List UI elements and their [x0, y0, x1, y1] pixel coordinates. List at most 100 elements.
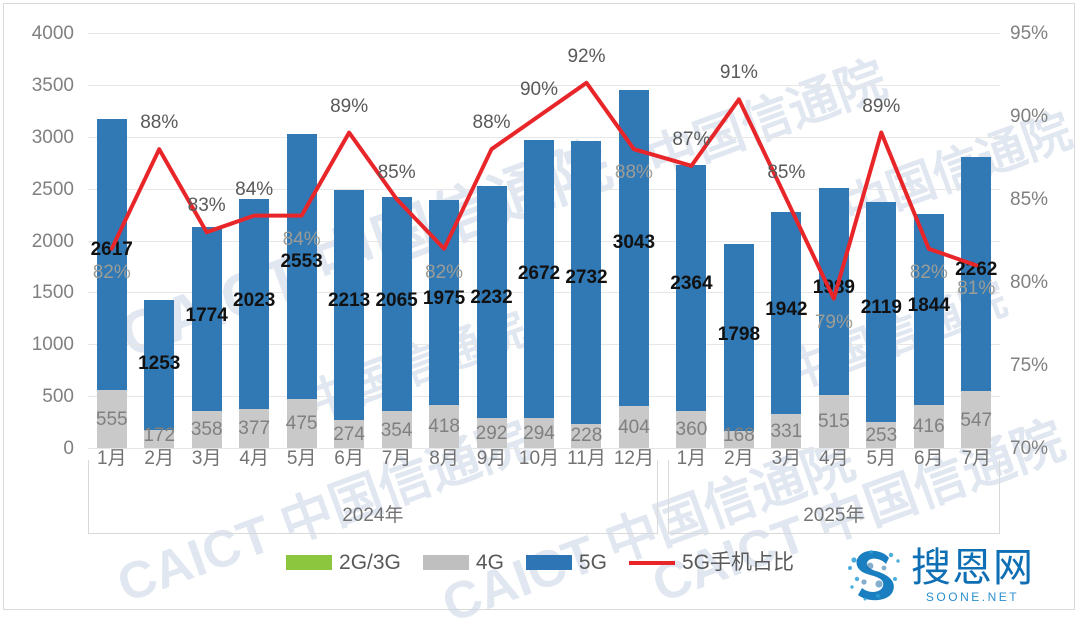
bar-group — [381, 197, 412, 448]
y-axis-left-tick: 1500 — [31, 282, 74, 304]
bar-group — [476, 186, 507, 448]
line-point-label: 89% — [862, 95, 901, 117]
y-axis-left-tick: 500 — [42, 386, 74, 408]
legend-item[interactable]: 5G手机占比 — [628, 552, 794, 573]
bar-segment-4g — [381, 411, 412, 448]
bar-segment-4g — [286, 398, 317, 448]
bar-group — [676, 165, 707, 448]
x-axis-tick-label: 10月 — [518, 448, 560, 469]
x-axis-tick-label: 2月 — [144, 448, 174, 469]
legend-label: 4G — [475, 551, 504, 574]
bar-group — [334, 189, 365, 448]
line-point-label: 91% — [719, 62, 758, 84]
bar-label-4g: 515 — [817, 411, 850, 433]
y-axis-left-tick: 2500 — [31, 178, 74, 200]
y-axis-left-tick: 2000 — [31, 230, 74, 252]
bar-label-5g: 2732 — [565, 266, 608, 288]
bar-label-4g: 547 — [960, 409, 993, 431]
x-axis-tick-label: 5月 — [866, 448, 897, 469]
line-point-label: 81% — [957, 278, 996, 300]
x-axis-tick-label: 11月 — [567, 448, 606, 469]
bar-label-5g: 2262 — [955, 259, 998, 281]
line-point-label: 83% — [187, 195, 226, 217]
y-axis-left-tick: 4000 — [31, 23, 74, 44]
line-point-label: 85% — [377, 162, 416, 183]
x-axis-tick-label: 5月 — [286, 448, 317, 469]
plot-area: 2617 555 1253 172 1774 358 2023 377 2553 475 2213 2… — [88, 33, 1000, 449]
bar-label-5g: 1798 — [717, 323, 761, 345]
chart-legend: 2G/3G 4G 5G 5G手机占比 — [0, 552, 1080, 573]
line-point-label: 87% — [672, 128, 711, 150]
x-axis-group-label: 2024年 — [342, 505, 404, 526]
bar-segment-4g — [771, 413, 802, 448]
bar-label-5g: 2119 — [860, 297, 902, 319]
legend-item[interactable]: 4G — [422, 551, 504, 574]
bar-label-4g: 404 — [618, 417, 650, 439]
y-axis-right-tick: 90% — [1010, 106, 1049, 127]
bar-segment-4g — [476, 417, 507, 448]
bar-group — [618, 90, 649, 448]
bar-label-5g: 2553 — [280, 250, 323, 272]
bar-group — [524, 140, 554, 448]
bar-group — [429, 199, 460, 448]
bar-label-5g: 2065 — [375, 289, 418, 311]
bar-group — [771, 212, 802, 448]
x-axis-tick-label: 3月 — [191, 448, 222, 469]
legend-label: 2G/3G — [339, 551, 401, 574]
logo-name-cn: 搜恩网 — [911, 545, 1034, 590]
x-axis-tick-label: 7月 — [961, 448, 992, 469]
x-axis-tick-label: 6月 — [334, 448, 364, 469]
bar-label-4g: 168 — [723, 424, 755, 446]
line-point-label: 82% — [425, 261, 464, 283]
line-point-label: 88% — [614, 162, 653, 184]
line-point-label: 92% — [567, 45, 606, 67]
bar-group — [239, 199, 270, 448]
bar-label-4g: 253 — [865, 424, 898, 446]
y-axis-right-tick: 70% — [1010, 438, 1049, 459]
line-point-label: 90% — [519, 79, 559, 100]
bar-segment-4g — [96, 390, 127, 448]
site-logo: 搜恩网 SOONE.NET — [845, 543, 1067, 607]
bar-label-5g: 2213 — [327, 290, 371, 312]
chart-page: CAICT 中国信通院 CAICT 中国信通院 CAICT 中国信通院 中国信通院 CA… — [0, 3, 1080, 634]
bar-label-4g: 294 — [523, 422, 555, 444]
line-point-label: 84% — [235, 178, 274, 200]
x-axis-tick-label: 3月 — [771, 448, 802, 469]
x-axis-tick-label: 8月 — [429, 448, 459, 469]
y-axis-right-tick: 75% — [1010, 355, 1049, 376]
x-axis-group-box: 2024年 — [88, 460, 658, 534]
bar-group — [96, 118, 127, 448]
y-axis-right-tick: 80% — [1010, 272, 1049, 293]
legend-color-swatch — [422, 555, 469, 570]
bar-group — [286, 133, 317, 448]
x-axis-tick-label: 1月 — [676, 448, 707, 469]
line-point-label: 82% — [909, 261, 948, 283]
bar-label-5g: 1989 — [812, 277, 855, 299]
line-point-label: 82% — [92, 261, 131, 283]
bar-label-4g: 331 — [770, 420, 803, 442]
y-axis-right-tick: 85% — [1010, 189, 1049, 210]
legend-item[interactable]: 2G/3G — [286, 552, 401, 573]
bar-label-4g: 358 — [190, 419, 223, 441]
bar-segment-4g — [723, 430, 754, 448]
legend-item[interactable]: 5G — [525, 551, 607, 574]
bar-group — [723, 244, 754, 448]
bar-label-4g: 228 — [570, 424, 603, 446]
bar-segment-4g — [239, 408, 270, 448]
legend-label: 5G — [578, 551, 607, 574]
y-axis-left-tick: 1000 — [31, 334, 74, 356]
bar-label-5g: 1975 — [422, 288, 466, 310]
bar-label-4g: 418 — [428, 416, 460, 438]
x-axis-group-label: 2025年 — [803, 505, 865, 526]
legend-color-swatch — [286, 555, 333, 570]
bar-group — [866, 201, 897, 448]
bar-label-4g: 354 — [380, 419, 413, 441]
x-axis-tick-label: 9月 — [476, 448, 507, 469]
bar-label-5g: 2232 — [470, 287, 513, 309]
bar-label-4g: 274 — [333, 423, 365, 445]
line-point-label: 89% — [330, 95, 369, 117]
gridline — [88, 448, 1000, 449]
bar-label-5g: 1253 — [138, 352, 181, 374]
bar-label-5g: 1774 — [185, 305, 228, 327]
legend-color-swatch — [525, 555, 572, 570]
